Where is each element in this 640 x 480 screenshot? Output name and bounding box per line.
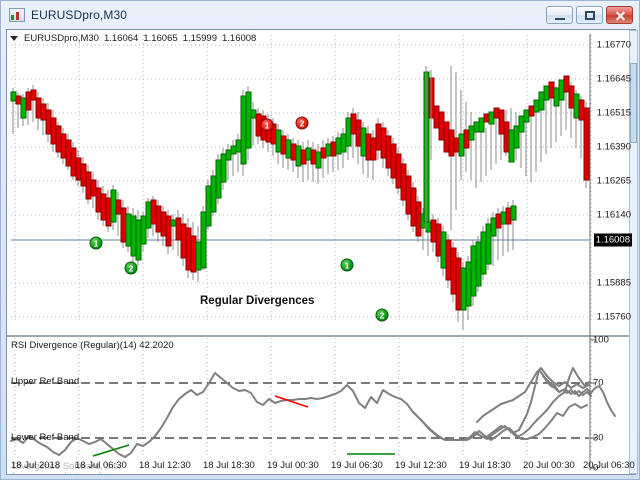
title-bar: EURUSDpro,M30 xyxy=(2,2,638,28)
scrollbar-thumb[interactable] xyxy=(630,63,637,143)
candlestick-series xyxy=(10,85,477,330)
chart-window-icon xyxy=(9,8,25,22)
time-tick: 18 Jul 2018 xyxy=(11,460,61,471)
price-tick: 1.15760 xyxy=(596,311,631,323)
candlestick-series-spike xyxy=(423,66,590,230)
chart-area[interactable]: EURUSDpro,M30 1.16064 1.16065 1.15999 1.… xyxy=(6,29,636,475)
quote-close: 1.16008 xyxy=(222,32,257,44)
rsi-bullish-divergence-line-1 xyxy=(92,444,130,457)
rsi-tick-0: 0 xyxy=(593,462,599,474)
time-tick: 19 Jul 06:30 xyxy=(331,460,383,471)
window-title: EURUSDpro,M30 xyxy=(31,8,127,22)
candlestick-series-right xyxy=(475,200,517,292)
rsi-line-final xyxy=(542,375,616,417)
upper-ref-band-label: Upper Ref Band xyxy=(11,376,80,387)
rsi-line-tail xyxy=(468,369,592,439)
price-tick: 1.16515 xyxy=(596,107,631,119)
close-button[interactable] xyxy=(606,6,633,24)
chart-canvas-right xyxy=(475,200,517,292)
price-tick: 1.16390 xyxy=(596,141,631,153)
window-controls xyxy=(546,6,633,24)
lower-ref-band-label: Lower Ref Band xyxy=(11,432,80,443)
chart-annotation-label: Regular Divergences xyxy=(200,295,315,307)
quote-line[interactable]: EURUSDpro,M30 1.16064 1.16065 1.15999 1.… xyxy=(10,32,256,44)
time-tick: 18 Jul 12:30 xyxy=(139,460,191,471)
price-tick: 1.16770 xyxy=(596,39,631,51)
rsi-line xyxy=(10,372,588,458)
chevron-down-icon[interactable] xyxy=(10,35,18,41)
divergence-marker-bullish-4[interactable]: 2 xyxy=(375,308,389,322)
price-tick: 1.16140 xyxy=(596,209,631,221)
rsi-axis-ticks xyxy=(590,339,596,469)
time-tick: 20 Jul 00:30 xyxy=(523,460,575,471)
rsi-line-right xyxy=(412,367,590,441)
pane-divider[interactable] xyxy=(7,335,635,337)
divergence-marker-bearish-1[interactable]: 1 xyxy=(260,118,274,132)
quote-symbol: EURUSDpro,M30 xyxy=(24,32,99,44)
chart-plot: EURUSDpro,M30 1.16064 1.16065 1.15999 1.… xyxy=(7,30,635,474)
vertical-scrollbar[interactable] xyxy=(629,30,638,474)
time-axis[interactable]: 18 Jul 2018 18 Jul 06:30 18 Jul 12:30 18… xyxy=(7,458,635,474)
divergence-marker-bullish-3[interactable]: 1 xyxy=(340,258,354,272)
quote-low: 1.15999 xyxy=(182,32,217,44)
minimize-button[interactable] xyxy=(546,6,573,24)
rsi-canvas xyxy=(10,34,616,470)
rsi-tick-100: 100 xyxy=(593,334,609,346)
divergence-marker-bearish-2[interactable]: 2 xyxy=(295,116,309,130)
current-price-tag: 1.16008 xyxy=(593,233,632,247)
restore-button[interactable] xyxy=(576,6,603,24)
time-tick: 19 Jul 00:30 xyxy=(267,460,319,471)
price-tick: 1.16645 xyxy=(596,73,631,85)
price-axis[interactable]: 1.16770 1.16645 1.16515 1.16390 1.16265 … xyxy=(589,30,633,323)
time-tick: 18 Jul 06:30 xyxy=(75,460,127,471)
rsi-tick-70: 70 xyxy=(593,377,604,389)
rsi-tick-30: 30 xyxy=(593,432,604,444)
time-tick: 18 Jul 18:30 xyxy=(203,460,255,471)
chart-canvas-spike xyxy=(423,66,590,230)
time-tick: 19 Jul 12:30 xyxy=(395,460,447,471)
quote-high: 1.16065 xyxy=(143,32,178,44)
indicator-title: RSI Divergence (Regular)(14) 42.2020 xyxy=(11,340,174,351)
price-tick: 1.16265 xyxy=(596,175,631,187)
watermark-company: Divergence Software, Inc. xyxy=(12,461,121,472)
time-tick: 20 Jul 06:30 xyxy=(583,460,635,471)
divergence-marker-bullish-1[interactable]: 1 xyxy=(89,236,103,250)
quote-open: 1.16064 xyxy=(103,32,139,44)
divergence-marker-bullish-2[interactable]: 2 xyxy=(124,261,138,275)
price-tick: 1.15885 xyxy=(596,277,631,289)
rsi-axis[interactable]: 100 70 30 0 xyxy=(589,330,633,474)
chart-canvas xyxy=(7,30,635,474)
rsi-bearish-divergence-line xyxy=(274,395,309,408)
watermark-url: [www.sr-analyst.com] xyxy=(12,471,102,474)
time-tick: 19 Jul 18:30 xyxy=(459,460,511,471)
rsi-line-mid xyxy=(476,367,590,423)
